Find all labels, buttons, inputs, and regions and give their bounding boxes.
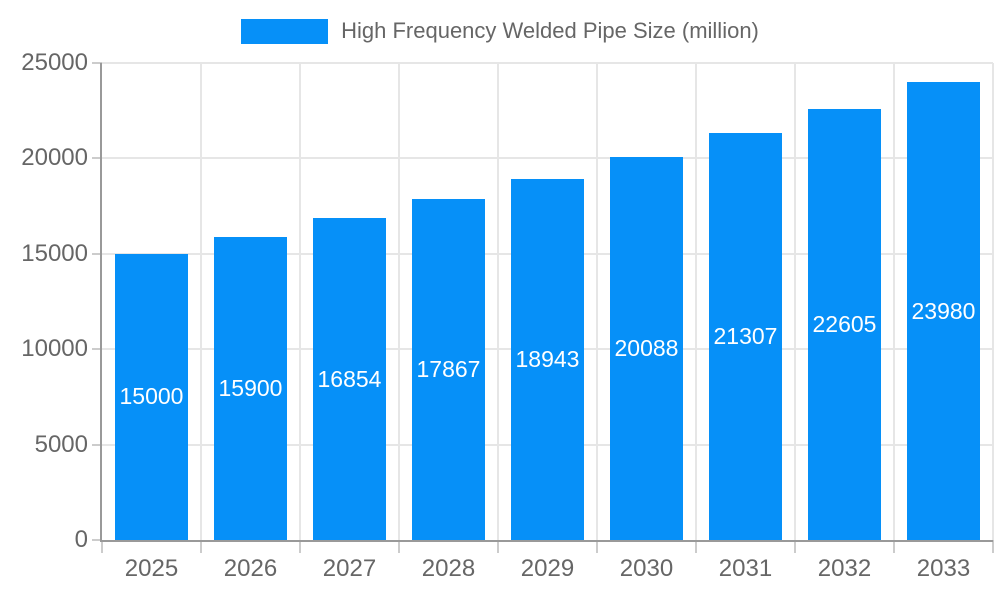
- bar[interactable]: 22605: [808, 108, 881, 540]
- y-axis-line: [100, 63, 102, 542]
- y-tick: [92, 348, 102, 351]
- x-gridline: [596, 63, 598, 540]
- x-axis-line: [100, 540, 993, 542]
- x-tick: [299, 540, 301, 553]
- legend: High Frequency Welded Pipe Size (million…: [0, 18, 1000, 44]
- y-tick: [92, 539, 102, 541]
- y-tick-label: 15000: [21, 239, 88, 267]
- bar[interactable]: 18943: [511, 178, 584, 540]
- x-tick: [596, 540, 598, 553]
- bar-value-label: 18943: [515, 345, 580, 372]
- y-tick: [92, 62, 102, 64]
- bar-value-label: 20088: [614, 334, 679, 361]
- bar-value-label: 15000: [119, 383, 184, 410]
- bar-value-label: 15900: [218, 374, 283, 401]
- legend-label: High Frequency Welded Pipe Size (million…: [341, 18, 759, 43]
- bar[interactable]: 17867: [412, 199, 485, 540]
- legend-swatch: [241, 18, 329, 44]
- y-tick: [92, 443, 102, 446]
- bar[interactable]: 16854: [313, 218, 386, 540]
- x-gridline: [893, 63, 895, 540]
- x-tick-label: 2028: [421, 555, 476, 582]
- x-tick-label: 2027: [322, 555, 377, 582]
- x-tick: [497, 540, 499, 553]
- bar[interactable]: 21307: [709, 133, 782, 540]
- y-tick: [92, 157, 102, 160]
- x-gridline: [794, 63, 796, 540]
- x-gridline: [992, 63, 994, 540]
- bar[interactable]: 15000: [115, 253, 188, 540]
- x-tick-label: 2033: [916, 555, 971, 582]
- bar-value-label: 21307: [713, 323, 778, 350]
- x-tick-label: 2026: [223, 555, 278, 582]
- y-tick: [92, 252, 102, 255]
- x-tick: [992, 540, 994, 553]
- y-tick-label: 0: [74, 526, 88, 553]
- x-tick: [101, 540, 103, 553]
- x-tick: [695, 540, 697, 553]
- x-tick-label: 2029: [520, 555, 575, 582]
- bar-value-label: 17867: [416, 356, 481, 383]
- bar[interactable]: 20088: [610, 156, 683, 540]
- bar-value-label: 22605: [812, 310, 877, 337]
- x-gridline: [299, 63, 301, 540]
- bar[interactable]: 23980: [907, 82, 980, 540]
- y-gridline: [102, 62, 993, 64]
- bar-value-label: 16854: [317, 365, 382, 392]
- bar-value-label: 23980: [911, 297, 976, 324]
- x-gridline: [695, 63, 697, 540]
- x-tick: [794, 540, 796, 553]
- bar[interactable]: 15900: [214, 236, 287, 540]
- y-tick-label: 20000: [21, 144, 88, 172]
- x-tick-label: 2025: [124, 555, 179, 582]
- x-tick: [398, 540, 400, 553]
- x-gridline: [398, 63, 400, 540]
- x-tick: [200, 540, 202, 553]
- x-tick-label: 2032: [817, 555, 872, 582]
- y-tick-label: 10000: [21, 335, 88, 363]
- x-tick-label: 2030: [619, 555, 674, 582]
- legend-item[interactable]: High Frequency Welded Pipe Size (million…: [241, 18, 759, 44]
- x-gridline: [497, 63, 499, 540]
- y-tick-label: 5000: [34, 430, 88, 458]
- x-tick: [893, 540, 895, 553]
- x-gridline: [200, 63, 202, 540]
- y-tick-label: 25000: [21, 49, 88, 76]
- x-tick-label: 2031: [718, 555, 773, 582]
